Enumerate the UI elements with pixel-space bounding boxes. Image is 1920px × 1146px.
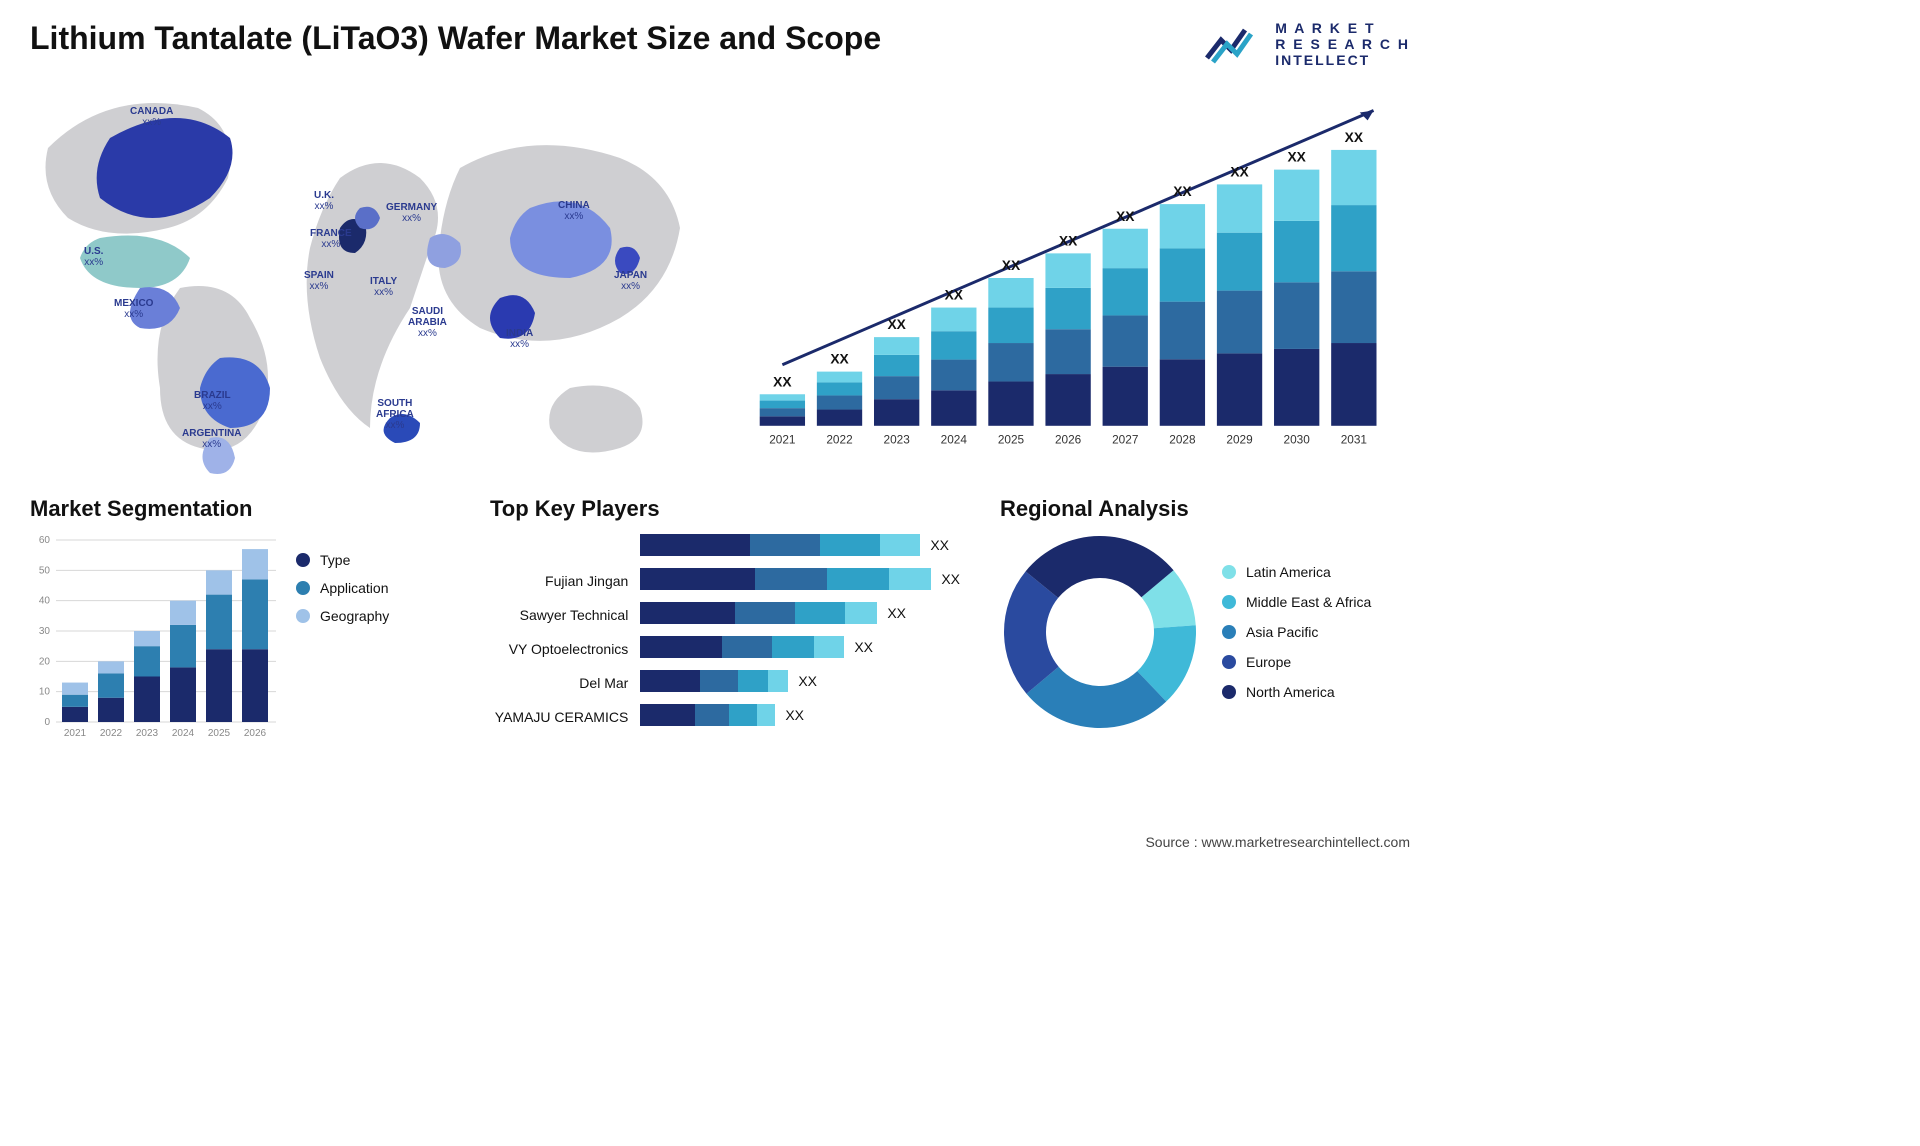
svg-text:2022: 2022 [100,728,123,739]
player-bar-row: XX [640,668,960,694]
players-bars: XX XX XX XX XX XX [640,532,960,728]
map-label: INDIAxx% [506,328,533,350]
svg-text:2024: 2024 [172,728,195,739]
svg-text:2023: 2023 [136,728,159,739]
legend-item: Asia Pacific [1222,624,1371,640]
svg-text:2028: 2028 [1169,433,1196,447]
svg-text:XX: XX [887,318,906,333]
map-label: U.S.xx% [84,246,103,268]
svg-text:2025: 2025 [208,728,231,739]
players-labels: Fujian Jingan Sawyer Technical VY Optoelec… [490,568,628,730]
legend-item: Application [296,580,389,596]
brand-logo: M A R K E T R E S E A R C H INTELLECT [1205,20,1410,68]
legend-item: Middle East & Africa [1222,594,1371,610]
map-label: U.K.xx% [314,190,334,212]
player-bar-row: XX [640,600,960,626]
segmentation-title: Market Segmentation [30,496,450,522]
logo-icon [1205,22,1265,66]
svg-text:2021: 2021 [64,728,87,739]
svg-text:2031: 2031 [1341,433,1367,447]
map-label: ITALYxx% [370,276,397,298]
svg-text:2030: 2030 [1284,433,1311,447]
player-name: VY Optoelectronics [490,636,628,662]
svg-text:XX: XX [1230,165,1249,180]
map-label: BRAZILxx% [194,390,231,412]
map-label: SOUTHAFRICAxx% [376,398,414,431]
player-bar-row: XX [640,566,960,592]
regional-title: Regional Analysis [1000,496,1410,522]
map-label: GERMANYxx% [386,202,437,224]
svg-text:XX: XX [1345,130,1364,145]
svg-text:2021: 2021 [769,433,795,447]
svg-text:XX: XX [1287,150,1306,165]
regional-legend: Latin America Middle East & Africa Asia Pa… [1222,564,1371,700]
legend-item: North America [1222,684,1371,700]
legend-item: Geography [296,608,389,624]
map-label: ARGENTINAxx% [182,428,241,450]
svg-text:30: 30 [39,626,51,637]
svg-text:40: 40 [39,596,51,607]
player-name: Sawyer Technical [490,602,628,628]
svg-text:XX: XX [830,352,849,367]
svg-text:0: 0 [44,717,50,728]
svg-text:2022: 2022 [826,433,852,447]
page-title: Lithium Tantalate (LiTaO3) Wafer Market … [30,20,881,57]
svg-text:XX: XX [773,375,792,390]
player-bar-row: XX [640,634,960,660]
segmentation-section: Market Segmentation 0 10 20 30 40 50 60 2021 202… [30,496,450,776]
player-name: Fujian Jingan [490,568,628,594]
svg-text:2026: 2026 [244,728,267,739]
player-bar-row: XX [640,702,960,728]
players-section: Top Key Players Fujian Jingan Sawyer Tech… [490,496,960,776]
market-size-chart: XX 2021 XX 2022 XX 2023 XX 2024 XX 2025 XX 2026 XX 20… [740,78,1410,478]
svg-text:2025: 2025 [998,433,1025,447]
svg-text:2027: 2027 [1112,433,1138,447]
map-label: SAUDIARABIAxx% [408,306,447,339]
svg-text:50: 50 [39,566,51,577]
map-label: SPAINxx% [304,270,334,292]
map-label: JAPANxx% [614,270,647,292]
players-title: Top Key Players [490,496,960,522]
svg-text:XX: XX [1059,234,1078,249]
svg-text:2026: 2026 [1055,433,1082,447]
svg-text:2023: 2023 [884,433,911,447]
map-label: MEXICOxx% [114,298,153,320]
svg-text:XX: XX [945,288,964,303]
legend-item: Europe [1222,654,1371,670]
segmentation-legend: Type Application Geography [296,552,389,624]
player-name: Del Mar [490,670,628,696]
svg-text:2029: 2029 [1226,433,1253,447]
world-map: CANADAxx% U.S.xx% MEXICOxx% BRAZILxx% ARGENT… [30,78,710,478]
regional-section: Regional Analysis Latin America Middle Ea… [1000,496,1410,776]
svg-text:XX: XX [1116,209,1135,224]
source-text: Source : www.marketresearchintellect.com [1145,834,1410,850]
svg-text:60: 60 [39,535,51,546]
svg-text:20: 20 [39,657,51,668]
map-label: CHINAxx% [558,200,590,222]
svg-text:XX: XX [1173,185,1192,200]
legend-item: Type [296,552,389,568]
player-bar-row: XX [640,532,960,558]
legend-item: Latin America [1222,564,1371,580]
map-label: FRANCExx% [310,228,352,250]
svg-text:XX: XX [1002,258,1021,273]
player-name: YAMAJU CERAMICS [490,704,628,730]
svg-text:10: 10 [39,687,51,698]
regional-donut [1000,532,1200,732]
svg-text:2024: 2024 [941,433,968,447]
logo-text: M A R K E T R E S E A R C H INTELLECT [1275,20,1410,68]
map-label: CANADAxx% [130,106,173,128]
